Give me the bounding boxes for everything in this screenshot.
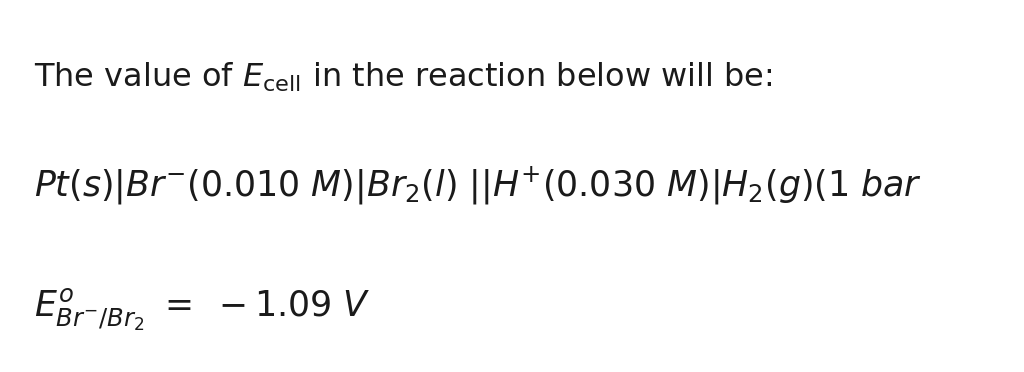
Text: $Pt(s)|Br^{-}(0.010\ M)|Br_2(l)\ ||H^{+}(0.030\ M)|H_2(g)(1\ bar$: $Pt(s)|Br^{-}(0.010\ M)|Br_2(l)\ ||H^{+}…: [34, 165, 922, 207]
Text: $E^{o}_{Br^{-}/Br_2}\ =\ -1.09\ V$: $E^{o}_{Br^{-}/Br_2}\ =\ -1.09\ V$: [34, 286, 371, 333]
Text: The value of $E_{\rm cell}$ in the reaction below will be:: The value of $E_{\rm cell}$ in the react…: [34, 60, 772, 94]
